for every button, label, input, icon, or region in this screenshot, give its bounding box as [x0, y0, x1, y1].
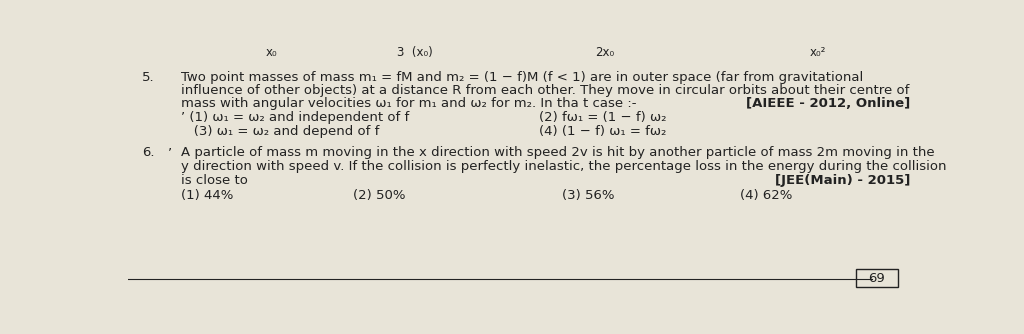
Text: (2) fω₁ = (1 − f) ω₂: (2) fω₁ = (1 − f) ω₂	[539, 111, 667, 124]
Text: (3) 56%: (3) 56%	[562, 189, 614, 202]
Text: 6.: 6.	[142, 146, 155, 159]
Text: (3) ω₁ = ω₂ and depend of f: (3) ω₁ = ω₂ and depend of f	[180, 125, 379, 138]
Text: A particle of mass m moving in the x direction with speed 2v is hit by another p: A particle of mass m moving in the x dir…	[180, 146, 934, 159]
Text: [JEE(Main) - 2015]: [JEE(Main) - 2015]	[775, 174, 910, 187]
Text: mass with angular velocities ω₁ for m₁ and ω₂ for m₂. In tha t case :-: mass with angular velocities ω₁ for m₁ a…	[180, 97, 636, 110]
Text: Two point masses of mass m₁ = fM and m₂ = (1 − f)M (f < 1) are in outer space (f: Two point masses of mass m₁ = fM and m₂ …	[180, 71, 863, 84]
Text: 3  (x₀): 3 (x₀)	[397, 46, 432, 59]
Text: (1) 44%: (1) 44%	[180, 189, 233, 202]
Text: [AIEEE - 2012, Online]: [AIEEE - 2012, Online]	[746, 97, 910, 110]
Text: 69: 69	[868, 272, 885, 285]
Text: (4) (1 − f) ω₁ = fω₂: (4) (1 − f) ω₁ = fω₂	[539, 125, 667, 138]
Text: x₀²: x₀²	[810, 46, 826, 59]
Text: y direction with speed v. If the collision is perfectly inelastic, the percentag: y direction with speed v. If the collisi…	[180, 160, 946, 173]
Text: is close to: is close to	[180, 174, 248, 187]
FancyBboxPatch shape	[856, 269, 898, 287]
Text: influence of other objects) at a distance R from each other. They move in circul: influence of other objects) at a distanc…	[180, 84, 909, 97]
Text: ’: ’	[168, 146, 172, 159]
Text: 2x₀: 2x₀	[595, 46, 614, 59]
Text: ’ (1) ω₁ = ω₂ and independent of f: ’ (1) ω₁ = ω₂ and independent of f	[180, 111, 409, 124]
Text: (2) 50%: (2) 50%	[352, 189, 406, 202]
Text: x₀: x₀	[265, 46, 278, 59]
Text: (4) 62%: (4) 62%	[740, 189, 793, 202]
Text: 5.: 5.	[142, 71, 155, 84]
